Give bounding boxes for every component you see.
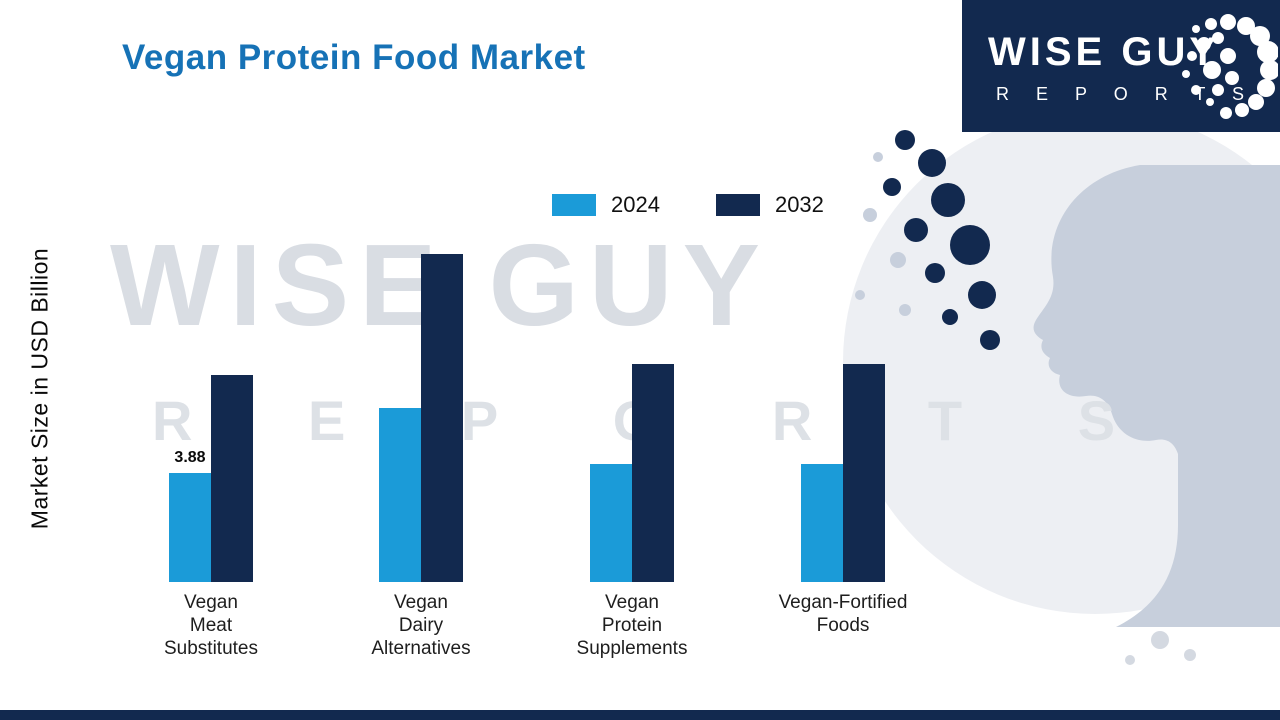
bar-2032-vegan-fortified-foods [843,364,885,582]
logo-subtitle: R E P O R T S [996,84,1256,104]
legend-swatch-2024 [552,194,596,216]
category-label: Vegan Meat Substitutes [164,592,258,660]
bar-2024-vegan-protein-supplements [590,464,632,582]
bar-2024-vegan-dairy-alternatives [379,408,421,582]
logo-face-icon [1182,14,1278,119]
category-label: Vegan-Fortified Foods [778,592,908,637]
category-label: Vegan Protein Supplements [576,592,688,660]
bar-value-label: 3.88 [174,449,206,466]
bar-2024-vegan-fortified-foods [801,464,843,582]
bar-2024-vegan-meat-substitutes [169,473,211,582]
bar-2032-vegan-meat-substitutes [211,375,253,582]
footer-bar [0,710,1280,720]
legend-label-2024: 2024 [611,192,660,217]
chart-title: Vegan Protein Food Market [122,38,586,77]
watermark-face-decoration [843,110,1280,665]
y-axis-label: Market Size in USD Billion [26,247,53,530]
chart-legend: 2024 2032 [552,192,824,218]
legend-swatch-2032 [715,194,760,216]
bar-2032-vegan-dairy-alternatives [421,254,463,582]
category-label: Vegan Dairy Alternatives [371,592,471,660]
legend-label-2032: 2032 [774,192,824,217]
bar-2032-vegan-protein-supplements [632,364,674,582]
logo-wordmark: WISE GUY [988,30,1221,74]
brand-logo: WISE GUY R E P O R T S [962,0,1280,132]
